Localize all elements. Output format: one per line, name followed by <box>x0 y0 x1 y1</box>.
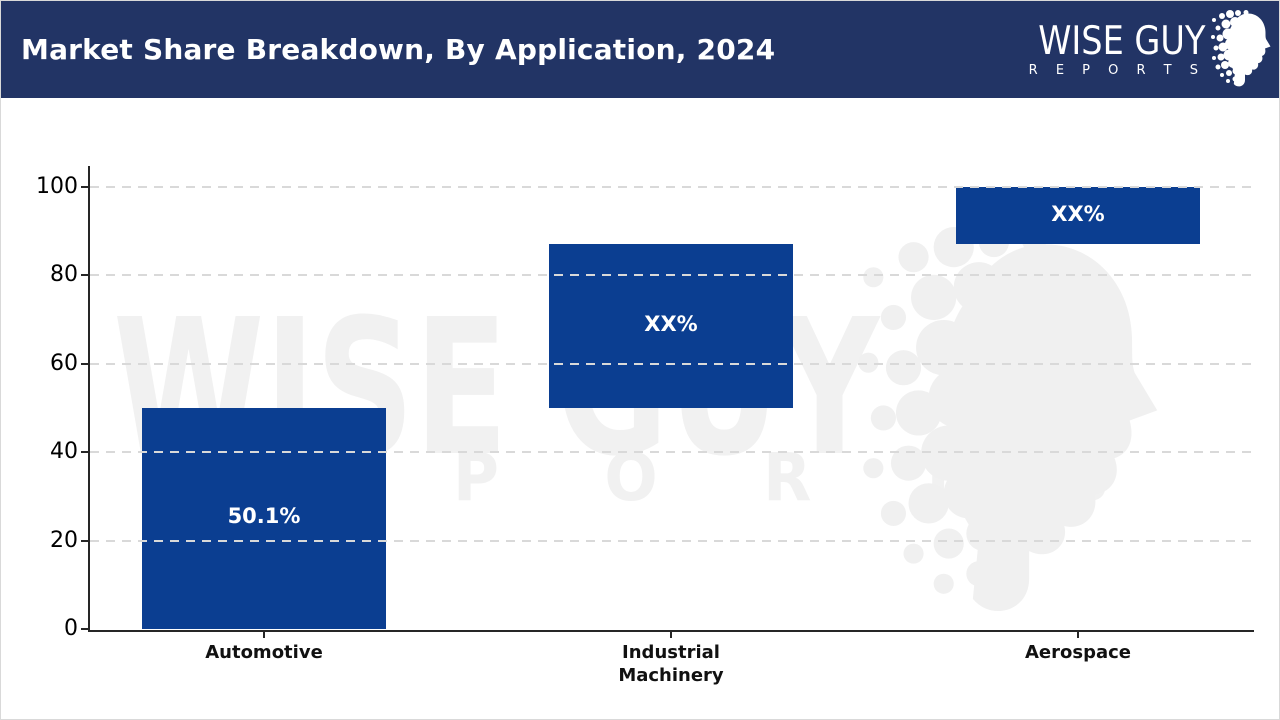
logo-subtitle: R E P O R T S <box>1028 63 1205 78</box>
bar-industrial-machinery: XX% <box>549 244 793 408</box>
gridline-20 <box>90 539 1254 542</box>
y-tick-label-100: 100 <box>36 174 78 199</box>
bar-value-label-aerospace: XX% <box>1051 201 1105 226</box>
x-label-aerospace: Aerospace <box>1024 642 1131 663</box>
header-bar: Market Share Breakdown, By Application, … <box>1 1 1279 98</box>
logo-wordmark: WISE GUY <box>1037 19 1205 64</box>
logo-text: WISE GUY R E P O R T S <box>1011 19 1205 79</box>
wise-guy-reports-logo: WISE GUY R E P O R T S <box>1011 8 1273 92</box>
gridline-100 <box>90 186 1254 188</box>
y-tick-80 <box>81 274 89 277</box>
gridline-40 <box>90 451 1254 454</box>
y-axis-line <box>88 166 90 632</box>
x-tick-aerospace <box>1077 631 1079 638</box>
gridline-80 <box>90 274 1254 277</box>
bar-aerospace: XX% <box>956 187 1200 245</box>
x-label-industrial-machinery: Industrial Machinery <box>618 642 724 686</box>
logo-head-icon <box>1207 10 1273 90</box>
watermark-head-icon <box>839 227 1169 629</box>
bar-value-label-automotive: 50.1% <box>227 504 301 529</box>
bar-automotive: 50.1% <box>142 407 386 629</box>
y-tick-label-60: 60 <box>50 350 78 376</box>
page-title: Market Share Breakdown, By Application, … <box>21 33 776 66</box>
y-tick-60 <box>81 362 89 365</box>
x-label-automotive: Automotive <box>205 642 323 663</box>
x-tick-industrial-machinery <box>670 631 672 638</box>
y-tick-label-20: 20 <box>50 527 78 553</box>
y-tick-label-40: 40 <box>50 439 78 465</box>
y-tick-100 <box>81 186 89 188</box>
y-tick-label-80: 80 <box>50 262 78 288</box>
bar-value-label-industrial-machinery: XX% <box>644 312 698 336</box>
y-tick-20 <box>81 539 89 542</box>
x-tick-automotive <box>263 631 265 638</box>
gridline-60 <box>90 362 1254 365</box>
y-tick-40 <box>81 451 89 454</box>
y-tick-0 <box>81 628 89 630</box>
y-tick-label-0: 0 <box>64 616 78 641</box>
